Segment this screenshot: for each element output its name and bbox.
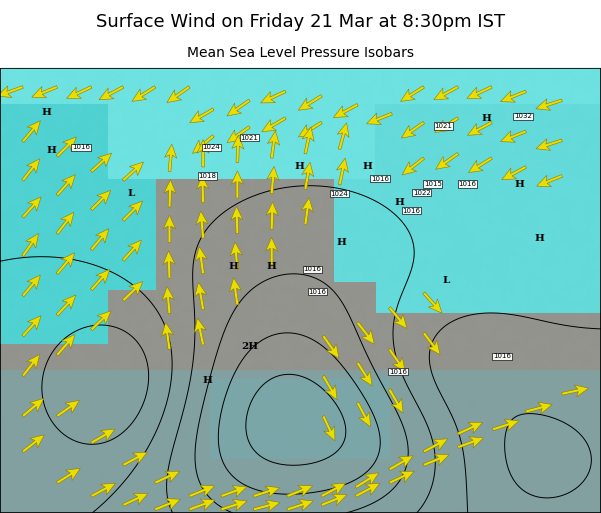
Text: 1024: 1024	[331, 191, 349, 196]
Text: H: H	[395, 198, 404, 207]
Text: H: H	[267, 262, 276, 271]
Text: L: L	[442, 277, 450, 285]
Text: 1016: 1016	[403, 208, 421, 213]
Text: H: H	[363, 162, 373, 171]
Text: 2H: 2H	[241, 342, 258, 351]
Text: H: H	[294, 163, 304, 171]
Text: 1016: 1016	[308, 288, 326, 294]
Text: 1016: 1016	[459, 181, 477, 187]
Text: H: H	[228, 262, 238, 271]
Text: Mean Sea Level Pressure Isobars: Mean Sea Level Pressure Isobars	[187, 46, 414, 60]
Text: H: H	[515, 180, 525, 189]
Text: 1022: 1022	[413, 190, 431, 196]
Text: 1016: 1016	[389, 368, 407, 374]
Text: 1016: 1016	[304, 266, 322, 272]
Text: 1024: 1024	[203, 144, 221, 150]
Text: 1021: 1021	[435, 123, 453, 129]
Text: 1016: 1016	[493, 353, 511, 360]
Text: 1032: 1032	[514, 113, 532, 119]
Text: H: H	[46, 146, 56, 155]
Text: 1015: 1015	[424, 181, 442, 187]
Text: H: H	[42, 108, 52, 117]
Text: H: H	[337, 238, 346, 247]
Text: H: H	[482, 113, 492, 123]
Text: 1016: 1016	[72, 144, 90, 150]
Text: H: H	[535, 233, 545, 243]
Text: 1018: 1018	[198, 173, 216, 179]
Text: Surface Wind on Friday 21 Mar at 8:30pm IST: Surface Wind on Friday 21 Mar at 8:30pm …	[96, 13, 505, 31]
Text: 1016: 1016	[371, 175, 389, 182]
Text: H: H	[203, 376, 212, 385]
Text: L: L	[127, 189, 135, 198]
Text: 1021: 1021	[240, 134, 258, 141]
